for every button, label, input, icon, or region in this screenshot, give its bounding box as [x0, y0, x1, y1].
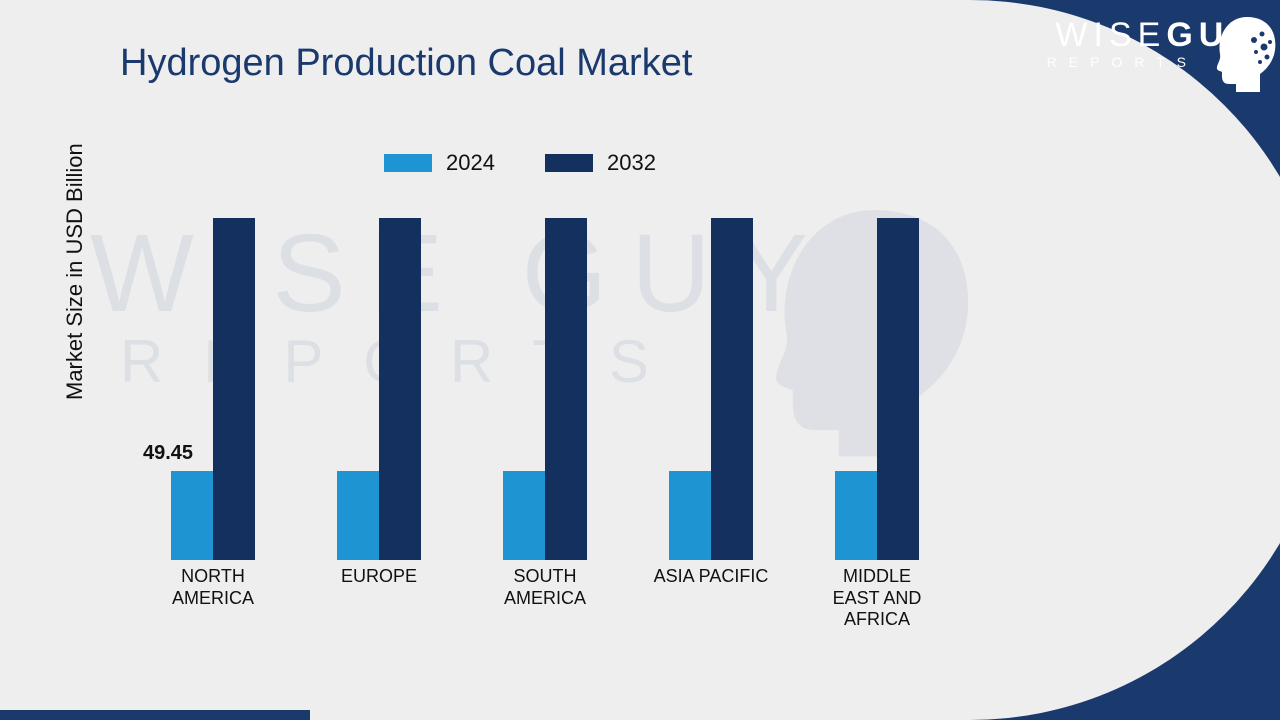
bar-2032	[545, 218, 587, 560]
bar-group	[503, 218, 587, 560]
logo-word-wise: WISE	[1055, 16, 1166, 54]
legend-item-2032: 2032	[545, 150, 656, 176]
bar-group	[835, 218, 919, 560]
infographic-canvas: WISEGUY REPORTS Hydrogen Production Coal…	[0, 0, 1280, 720]
bar-group	[337, 218, 421, 560]
bar-2024	[337, 471, 379, 560]
bar-2024	[171, 471, 213, 560]
bar-group	[669, 218, 753, 560]
x-tick-label: NORTH AMERICA	[153, 566, 273, 631]
bar-2032	[877, 218, 919, 560]
legend-swatch-2024	[384, 154, 432, 172]
logo-word-guy: GUY	[1166, 16, 1258, 54]
legend: 2024 2032	[80, 150, 960, 176]
x-tick-label: ASIA PACIFIC	[651, 566, 771, 631]
x-tick-label: EUROPE	[319, 566, 439, 631]
legend-label-2024: 2024	[446, 150, 495, 176]
y-axis-label: Market Size in USD Billion	[62, 143, 88, 400]
logo-line2: REPORTS	[1047, 54, 1198, 70]
legend-swatch-2032	[545, 154, 593, 172]
logo-line1: WISEGUY	[1047, 18, 1258, 52]
brand-logo: WISEGUY REPORTS	[1047, 18, 1258, 70]
bar-2032	[711, 218, 753, 560]
bottom-accent-bar	[0, 710, 310, 720]
x-tick-label: MIDDLE EAST AND AFRICA	[817, 566, 937, 631]
legend-label-2032: 2032	[607, 150, 656, 176]
bar-group: 49.45	[171, 218, 255, 560]
bar-2024	[503, 471, 545, 560]
bar-2032	[213, 218, 255, 560]
bar-2032	[379, 218, 421, 560]
bar-2024	[835, 471, 877, 560]
plot-area: 49.45	[130, 200, 960, 560]
legend-item-2024: 2024	[384, 150, 495, 176]
x-axis-labels: NORTH AMERICA EUROPE SOUTH AMERICA ASIA PAC…	[130, 566, 960, 631]
bar-chart: Market Size in USD Billion 2024 2032 49.…	[80, 150, 960, 670]
x-tick-label: SOUTH AMERICA	[485, 566, 605, 631]
chart-title: Hydrogen Production Coal Market	[120, 42, 692, 85]
bar-2024	[669, 471, 711, 560]
data-label: 49.45	[143, 442, 193, 465]
